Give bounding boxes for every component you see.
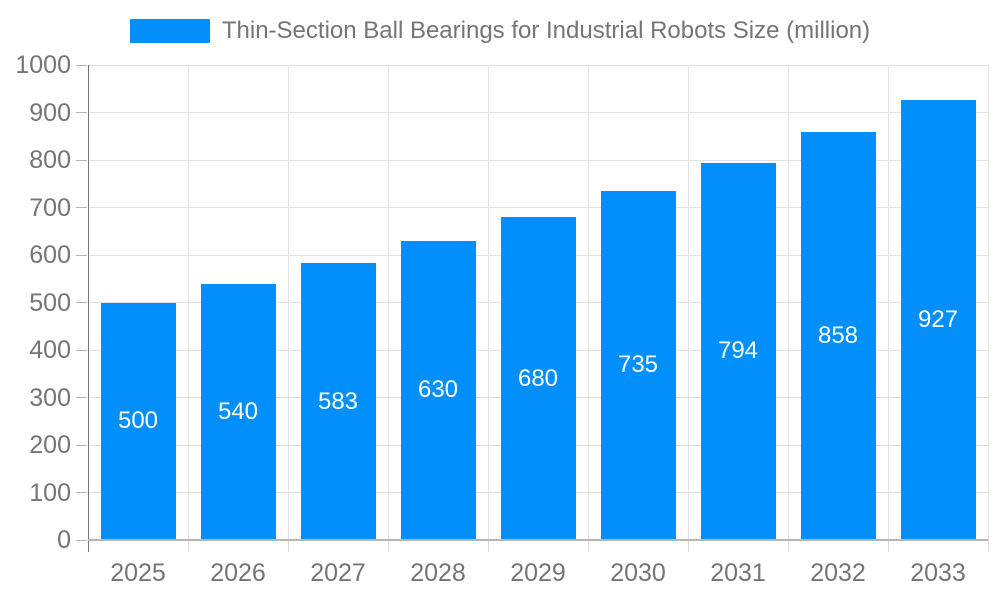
y-axis-label: 300 (29, 383, 71, 412)
v-gridline (987, 65, 989, 540)
bar[interactable] (800, 132, 876, 540)
bar-value-label: 680 (517, 364, 559, 392)
y-axis-label: 600 (29, 241, 71, 269)
y-axis-tick (76, 112, 87, 113)
bar-value-label: 735 (617, 351, 659, 379)
y-axis-label: 900 (29, 98, 71, 127)
legend[interactable]: Thin-Section Ball Bearings for Industria… (0, 17, 1000, 45)
x-axis-label: 2032 (810, 559, 866, 587)
legend-label: Thin-Section Ball Bearings for Industria… (221, 17, 871, 44)
y-axis-label: 0 (57, 526, 71, 554)
x-axis-label: 2033 (910, 559, 966, 587)
y-axis-label: 800 (29, 146, 71, 174)
bar-value-label: 583 (317, 387, 359, 415)
x-axis-tick (987, 540, 989, 552)
y-axis-tick (76, 302, 87, 303)
h-gridline (88, 159, 988, 161)
h-gridline (88, 112, 988, 113)
v-gridline (487, 65, 489, 540)
y-axis-tick (76, 444, 87, 446)
x-axis-tick (187, 540, 189, 552)
x-axis-label: 2029 (510, 559, 566, 587)
bar[interactable] (500, 217, 576, 540)
x-axis-tick (887, 540, 889, 552)
bar[interactable] (900, 99, 976, 540)
bar-value-label: 500 (117, 407, 159, 435)
v-gridline (687, 65, 689, 540)
y-axis-label: 500 (29, 288, 71, 317)
h-gridline (88, 64, 988, 66)
bar-value-label: 927 (917, 305, 959, 333)
bar[interactable] (600, 190, 676, 540)
x-axis (88, 539, 988, 541)
v-gridline (787, 65, 789, 540)
y-axis-tick (76, 397, 87, 398)
x-axis-label: 2031 (710, 559, 766, 587)
y-axis-tick (76, 349, 87, 351)
x-axis-tick (387, 540, 389, 552)
v-gridline (387, 65, 389, 540)
x-axis-tick (687, 540, 689, 552)
x-axis-tick (287, 540, 289, 552)
x-axis-label: 2026 (210, 559, 266, 587)
y-axis-label: 1000 (15, 51, 71, 79)
y-axis-label: 200 (29, 431, 71, 459)
bar[interactable] (700, 162, 776, 540)
y-axis-label: 700 (29, 193, 71, 222)
h-gridline (88, 207, 988, 208)
bar[interactable] (200, 283, 276, 540)
v-gridline (287, 65, 289, 540)
v-gridline (187, 65, 189, 540)
x-axis-label: 2028 (410, 559, 466, 587)
x-axis-tick (787, 540, 789, 552)
y-axis-tick (76, 159, 87, 161)
y-axis-label: 400 (29, 336, 71, 364)
bar-value-label: 540 (217, 397, 259, 425)
y-axis-tick (76, 539, 87, 541)
x-axis-tick (487, 540, 489, 552)
bar[interactable] (100, 302, 176, 540)
y-axis-tick (76, 492, 87, 493)
bar[interactable] (300, 263, 376, 540)
y-axis-tick (76, 64, 87, 66)
y-axis-label: 100 (29, 478, 71, 507)
x-axis-label: 2030 (610, 559, 666, 587)
bar-value-label: 630 (417, 376, 459, 404)
x-axis-label: 2025 (110, 559, 166, 587)
x-axis-label: 2027 (310, 559, 366, 587)
bar[interactable] (400, 240, 476, 540)
v-gridline (887, 65, 889, 540)
y-axis (88, 65, 89, 552)
y-axis-tick (76, 207, 87, 208)
y-axis-tick (76, 254, 87, 256)
legend-swatch-icon (129, 19, 210, 43)
bar-value-label: 858 (817, 322, 859, 350)
x-axis-tick (587, 540, 589, 552)
v-gridline (587, 65, 589, 540)
bar-value-label: 794 (717, 337, 759, 365)
